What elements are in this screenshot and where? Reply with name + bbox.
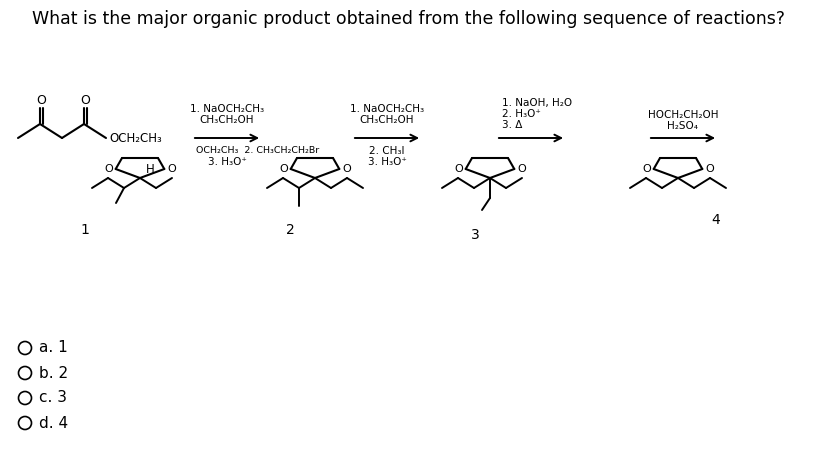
Text: a. 1: a. 1 <box>39 341 68 356</box>
Text: O: O <box>518 164 526 174</box>
Text: H: H <box>146 163 155 176</box>
Text: O: O <box>104 164 112 174</box>
Text: 1: 1 <box>81 223 90 237</box>
Text: 4: 4 <box>711 213 720 227</box>
Text: OCH₂CH₃  2. CH₃CH₂CH₂Br: OCH₂CH₃ 2. CH₃CH₂CH₂Br <box>196 146 319 155</box>
Text: c. 3: c. 3 <box>39 390 67 405</box>
Text: 2. H₃O⁺: 2. H₃O⁺ <box>502 109 541 119</box>
Text: 2: 2 <box>285 223 294 237</box>
Text: O: O <box>167 164 176 174</box>
Text: H₂SO₄: H₂SO₄ <box>667 121 698 131</box>
Text: 1. NaOCH₂CH₃: 1. NaOCH₂CH₃ <box>350 104 424 114</box>
Text: OCH₂CH₃: OCH₂CH₃ <box>109 132 161 145</box>
Text: CH₃CH₂OH: CH₃CH₂OH <box>359 115 414 125</box>
Text: CH₃CH₂OH: CH₃CH₂OH <box>200 115 254 125</box>
Text: O: O <box>342 164 351 174</box>
Text: 3: 3 <box>470 228 479 242</box>
Text: What is the major organic product obtained from the following sequence of reacti: What is the major organic product obtain… <box>32 10 785 28</box>
Text: O: O <box>81 94 90 107</box>
Text: b. 2: b. 2 <box>39 366 68 380</box>
Text: O: O <box>705 164 714 174</box>
Text: 3. H₃O⁺: 3. H₃O⁺ <box>368 157 407 167</box>
Text: O: O <box>454 164 463 174</box>
Text: 2. CH₃I: 2. CH₃I <box>369 146 405 156</box>
Text: 1. NaOH, H₂O: 1. NaOH, H₂O <box>502 98 572 108</box>
Text: d. 4: d. 4 <box>39 416 68 431</box>
Text: 3. Δ: 3. Δ <box>502 120 522 130</box>
Text: O: O <box>279 164 288 174</box>
Text: O: O <box>642 164 650 174</box>
Text: O: O <box>37 94 46 107</box>
Text: 3. H₃O⁺: 3. H₃O⁺ <box>208 157 246 167</box>
Text: HOCH₂CH₂OH: HOCH₂CH₂OH <box>648 110 718 120</box>
Text: 1. NaOCH₂CH₃: 1. NaOCH₂CH₃ <box>190 104 264 114</box>
